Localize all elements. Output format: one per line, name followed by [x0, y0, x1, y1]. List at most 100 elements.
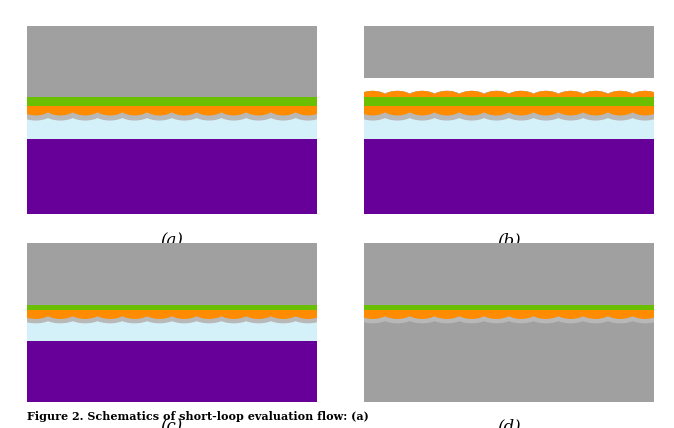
Circle shape — [14, 298, 57, 323]
Circle shape — [623, 92, 667, 120]
Circle shape — [117, 92, 152, 115]
Circle shape — [18, 298, 53, 318]
Bar — [27, 243, 317, 305]
Circle shape — [286, 92, 330, 120]
Circle shape — [454, 298, 489, 318]
Bar — [27, 26, 317, 97]
Circle shape — [237, 92, 280, 120]
Circle shape — [117, 298, 152, 318]
Text: (a): (a) — [160, 233, 183, 250]
Circle shape — [42, 298, 78, 318]
Circle shape — [113, 92, 156, 120]
Circle shape — [142, 298, 177, 318]
Circle shape — [351, 92, 394, 120]
Circle shape — [137, 92, 181, 120]
Bar — [364, 97, 654, 106]
Circle shape — [379, 92, 415, 115]
Circle shape — [549, 92, 592, 120]
Bar — [27, 97, 317, 106]
Circle shape — [578, 298, 613, 318]
Circle shape — [187, 92, 231, 120]
Circle shape — [499, 92, 543, 120]
Circle shape — [450, 92, 493, 120]
Circle shape — [355, 298, 390, 318]
Circle shape — [351, 92, 394, 120]
Circle shape — [14, 298, 57, 323]
Bar — [27, 310, 317, 341]
Circle shape — [187, 298, 231, 323]
Circle shape — [355, 298, 390, 318]
Circle shape — [18, 92, 53, 115]
Circle shape — [88, 298, 131, 323]
Circle shape — [425, 92, 468, 120]
Circle shape — [92, 92, 128, 115]
Circle shape — [450, 298, 493, 323]
Circle shape — [266, 298, 301, 318]
Circle shape — [479, 92, 514, 115]
Circle shape — [117, 298, 152, 318]
Circle shape — [479, 92, 514, 115]
Circle shape — [400, 298, 444, 323]
Circle shape — [137, 298, 181, 323]
Bar — [27, 26, 317, 97]
Circle shape — [627, 92, 663, 115]
Circle shape — [351, 298, 394, 323]
Circle shape — [262, 92, 305, 120]
Circle shape — [454, 92, 489, 115]
Circle shape — [425, 298, 468, 323]
Circle shape — [191, 92, 227, 115]
Bar — [364, 97, 654, 106]
Circle shape — [524, 298, 568, 323]
Circle shape — [162, 92, 206, 120]
Circle shape — [88, 298, 131, 323]
Bar — [27, 97, 317, 106]
Circle shape — [553, 298, 588, 318]
Circle shape — [18, 92, 53, 115]
Circle shape — [266, 92, 301, 115]
Circle shape — [63, 92, 107, 120]
Circle shape — [528, 298, 564, 318]
Circle shape — [503, 92, 539, 115]
Circle shape — [166, 92, 202, 115]
Circle shape — [499, 92, 543, 120]
Circle shape — [425, 92, 468, 120]
Circle shape — [404, 298, 440, 318]
Circle shape — [216, 298, 251, 318]
Circle shape — [503, 92, 539, 115]
Circle shape — [574, 298, 617, 323]
Bar — [364, 304, 654, 310]
Circle shape — [117, 92, 152, 115]
Circle shape — [528, 92, 564, 115]
Circle shape — [474, 298, 518, 323]
Circle shape — [351, 298, 394, 323]
Circle shape — [137, 92, 181, 120]
Circle shape — [479, 298, 514, 318]
Circle shape — [216, 92, 251, 115]
Circle shape — [113, 298, 156, 323]
Circle shape — [162, 92, 206, 120]
Circle shape — [450, 92, 493, 120]
Bar — [364, 243, 654, 305]
Circle shape — [375, 92, 419, 120]
Circle shape — [379, 298, 415, 318]
Bar — [364, 26, 654, 78]
Circle shape — [479, 298, 514, 318]
Circle shape — [42, 298, 78, 318]
Circle shape — [400, 298, 444, 323]
Bar — [27, 243, 317, 305]
Circle shape — [623, 298, 667, 323]
Circle shape — [553, 298, 588, 318]
Bar — [364, 106, 654, 139]
Circle shape — [42, 92, 78, 115]
Circle shape — [262, 92, 305, 120]
Circle shape — [627, 298, 663, 318]
Circle shape — [623, 92, 667, 120]
Circle shape — [286, 298, 330, 323]
Circle shape — [524, 298, 568, 323]
Circle shape — [38, 298, 82, 323]
Bar — [364, 139, 654, 214]
Circle shape — [191, 92, 227, 115]
Circle shape — [63, 298, 107, 323]
Circle shape — [63, 92, 107, 120]
Circle shape — [474, 298, 518, 323]
